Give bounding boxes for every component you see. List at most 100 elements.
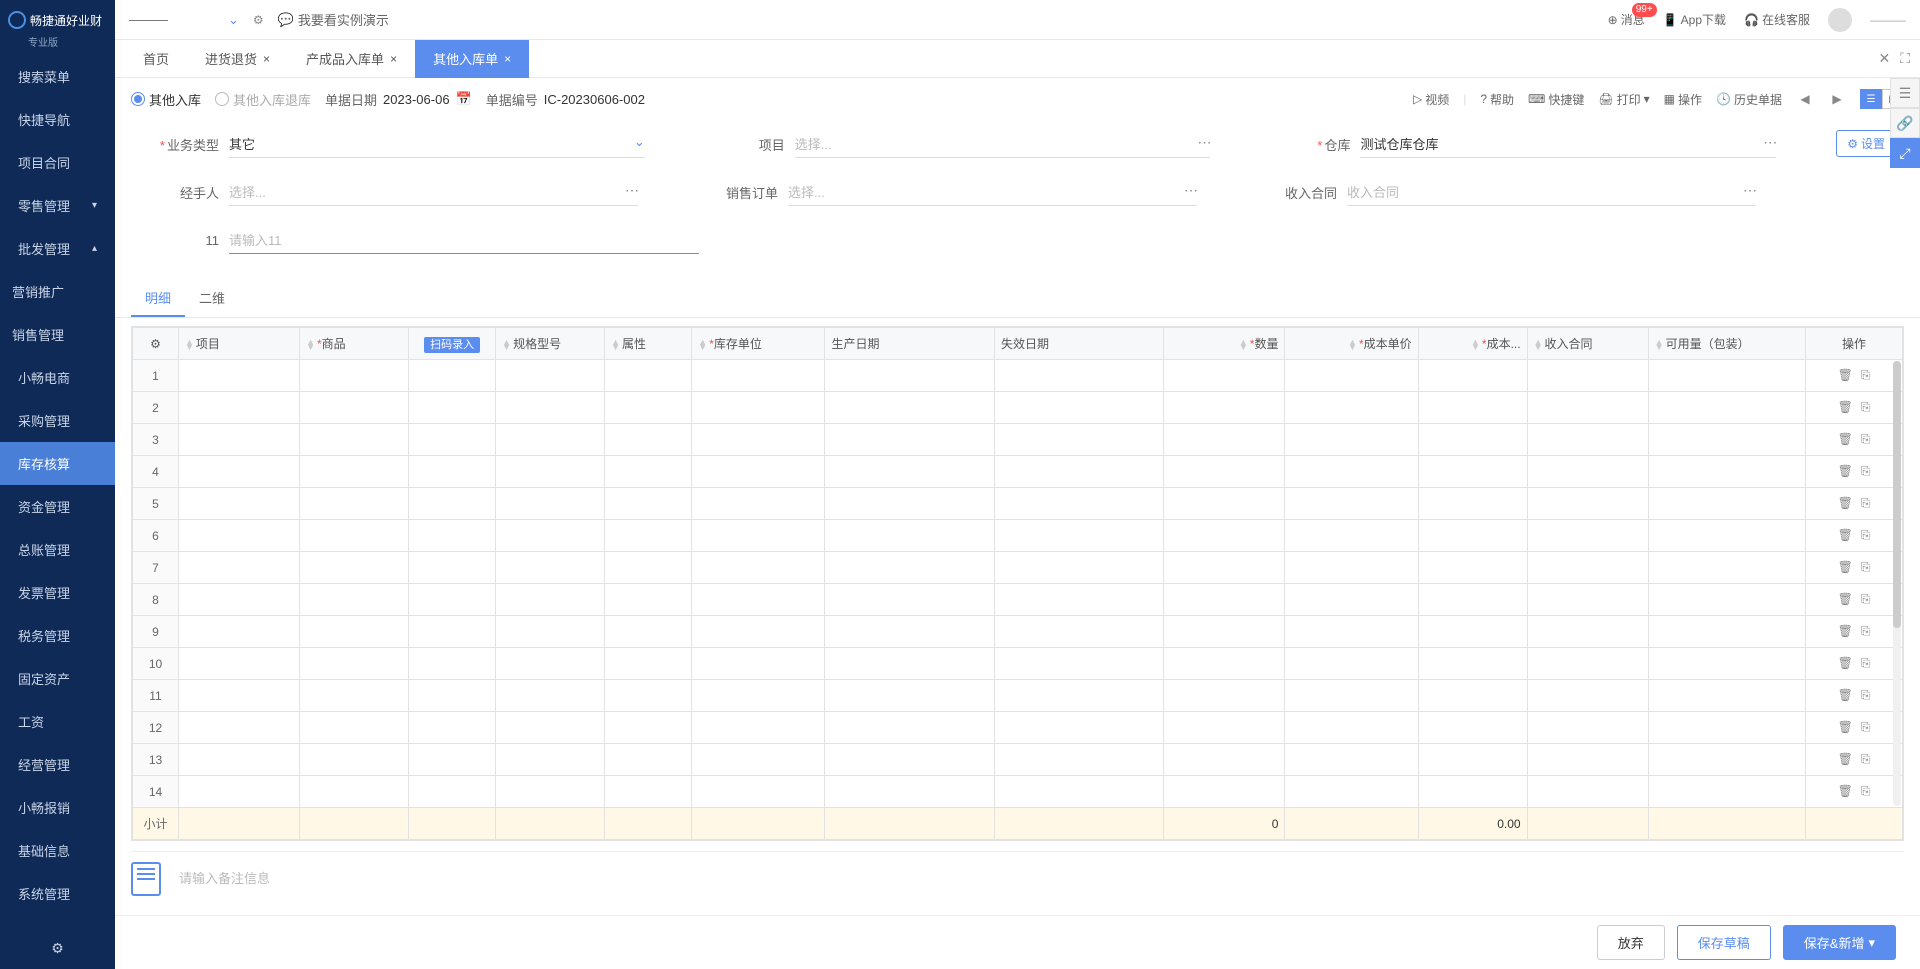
col-gear[interactable]: ⚙ (133, 328, 179, 360)
remarks-input[interactable]: 请输入备注信息 (179, 862, 1904, 893)
save-new-button[interactable]: 保存&新增▾ (1783, 925, 1896, 960)
sidebar-item[interactable]: 固定资产 (0, 657, 115, 700)
shortcut-link[interactable]: ⌨快捷键 (1528, 91, 1584, 108)
sidebar-item[interactable]: 项目合同 (0, 141, 115, 184)
gear-icon[interactable]: ⚙ (253, 13, 264, 27)
more-icon[interactable]: ⋯ (1763, 134, 1776, 151)
view-list[interactable]: ☰ (1860, 89, 1882, 109)
discard-button[interactable]: 放弃 (1597, 925, 1665, 960)
sidebar-item[interactable]: 库存核算 (0, 442, 115, 485)
rail-btn-2[interactable]: 🔗 (1890, 108, 1920, 138)
table-row[interactable]: 3🗑⎘ (133, 424, 1903, 456)
app-download[interactable]: 📱 App下载 (1663, 11, 1726, 28)
tab[interactable]: 首页 (125, 40, 187, 78)
table-row[interactable]: 11🗑⎘ (133, 680, 1903, 712)
field-handler[interactable]: 经手人 选择...⋯ (139, 178, 638, 206)
col-qty[interactable]: ▲▼*数量 (1164, 328, 1285, 360)
sidebar-item[interactable]: 小畅电商 (0, 356, 115, 399)
rail-btn-3[interactable]: ⤢ (1890, 138, 1920, 168)
sidebar-item[interactable]: 总账管理 (0, 528, 115, 571)
table-row[interactable]: 7🗑⎘ (133, 552, 1903, 584)
delete-icon[interactable]: 🗑 (1838, 688, 1853, 703)
delete-icon[interactable]: 🗑 (1838, 560, 1853, 575)
sidebar-item[interactable]: 零售管理▾ (0, 184, 115, 227)
delete-icon[interactable]: 🗑 (1838, 400, 1853, 415)
table-row[interactable]: 5🗑⎘ (133, 488, 1903, 520)
col-attr[interactable]: ▲▼属性 (605, 328, 692, 360)
settings-button[interactable]: ⚙设置 (1836, 130, 1896, 157)
col-scan[interactable]: 扫码录入 (409, 328, 496, 360)
col-cost[interactable]: ▲▼*成本... (1418, 328, 1527, 360)
sidebar-item[interactable]: 系统管理 (0, 872, 115, 915)
save-draft-button[interactable]: 保存草稿 (1677, 925, 1771, 960)
field-salesorder[interactable]: 销售订单 选择...⋯ (698, 178, 1197, 206)
delete-icon[interactable]: 🗑 (1838, 496, 1853, 511)
delete-icon[interactable]: 🗑 (1838, 656, 1853, 671)
menu-search[interactable]: 搜索菜单 (0, 55, 115, 98)
tab[interactable]: 进货退货× (187, 40, 288, 78)
operate-link[interactable]: ▦操作 (1664, 91, 1702, 108)
print-link[interactable]: 🖨打印 ▾ (1598, 91, 1649, 108)
sidebar-item[interactable]: 批发管理▴ (0, 227, 115, 270)
sidebar-item[interactable]: 资金管理 (0, 485, 115, 528)
sidebar-subitem[interactable]: 营销推广 (0, 270, 115, 313)
delete-icon[interactable]: 🗑 (1838, 592, 1853, 607)
messages[interactable]: ⊕ 消息 99+ (1608, 11, 1645, 28)
rail-btn-1[interactable]: ☰ (1890, 78, 1920, 108)
table-row[interactable]: 12🗑⎘ (133, 712, 1903, 744)
more-icon[interactable]: ⋯ (1184, 182, 1197, 199)
chevron-down-icon[interactable]: ⌄ (634, 134, 645, 150)
copy-icon[interactable]: ⎘ (1861, 464, 1871, 479)
sidebar-item[interactable]: 经营管理 (0, 743, 115, 786)
table-row[interactable]: 6🗑⎘ (133, 520, 1903, 552)
subtab-dual[interactable]: 二维 (185, 280, 239, 317)
next-doc[interactable]: ▶ (1828, 90, 1846, 108)
close-all-icon[interactable]: ✕ (1878, 50, 1890, 67)
field-project[interactable]: 项目 选择...⋯ (705, 130, 1211, 158)
org-selector[interactable]: ——— ⌄ (129, 12, 239, 28)
sidebar-item[interactable]: 采购管理 (0, 399, 115, 442)
prev-doc[interactable]: ◀ (1796, 90, 1814, 108)
col-avail[interactable]: ▲▼可用量（包装） (1648, 328, 1805, 360)
copy-icon[interactable]: ⎘ (1861, 368, 1871, 383)
delete-icon[interactable]: 🗑 (1838, 720, 1853, 735)
sidebar-item[interactable]: 税务管理 (0, 614, 115, 657)
more-icon[interactable]: ⋯ (625, 182, 638, 199)
delete-icon[interactable]: 🗑 (1838, 528, 1853, 543)
copy-icon[interactable]: ⎘ (1861, 528, 1871, 543)
copy-icon[interactable]: ⎘ (1861, 656, 1871, 671)
subtab-detail[interactable]: 明细 (131, 280, 185, 317)
help-link[interactable]: ?帮助 (1480, 91, 1514, 108)
table-row[interactable]: 1🗑⎘ (133, 360, 1903, 392)
sidebar-item[interactable]: 工资 (0, 700, 115, 743)
copy-icon[interactable]: ⎘ (1861, 784, 1871, 799)
demo-link[interactable]: 💬 我要看实例演示 (278, 10, 389, 29)
field-biztype[interactable]: *业务类型 其它⌄ (139, 130, 645, 158)
field-warehouse[interactable]: *仓库 测试仓库仓库⋯ (1270, 130, 1776, 158)
sidebar-item[interactable]: 小畅报销 (0, 786, 115, 829)
avatar[interactable] (1828, 8, 1852, 32)
table-row[interactable]: 13🗑⎘ (133, 744, 1903, 776)
scrollbar[interactable] (1893, 361, 1901, 806)
col-expdate[interactable]: 失效日期 (994, 328, 1163, 360)
field-incomecontract[interactable]: 收入合同 收入合同⋯ (1257, 178, 1756, 206)
more-icon[interactable]: ⋯ (1743, 182, 1756, 199)
table-row[interactable]: 4🗑⎘ (133, 456, 1903, 488)
col-contract[interactable]: ▲▼收入合同 (1527, 328, 1648, 360)
col-spec[interactable]: ▲▼规格型号 (496, 328, 605, 360)
copy-icon[interactable]: ⎘ (1861, 752, 1871, 767)
col-project[interactable]: ▲▼项目 (179, 328, 300, 360)
delete-icon[interactable]: 🗑 (1838, 432, 1853, 447)
table-row[interactable]: 14🗑⎘ (133, 776, 1903, 808)
copy-icon[interactable]: ⎘ (1861, 720, 1871, 735)
field-eleven[interactable]: 11 请输入11 (139, 226, 699, 254)
sidebar-item[interactable]: 发票管理 (0, 571, 115, 614)
copy-icon[interactable]: ⎘ (1861, 432, 1871, 447)
scan-button[interactable]: 扫码录入 (424, 337, 480, 353)
delete-icon[interactable]: 🗑 (1838, 752, 1853, 767)
col-unitcost[interactable]: ▲▼*成本单价 (1285, 328, 1418, 360)
notes-icon[interactable] (131, 862, 161, 896)
more-icon[interactable]: ⋯ (1197, 134, 1210, 151)
col-proddate[interactable]: 生产日期 (825, 328, 994, 360)
delete-icon[interactable]: 🗑 (1838, 784, 1853, 799)
